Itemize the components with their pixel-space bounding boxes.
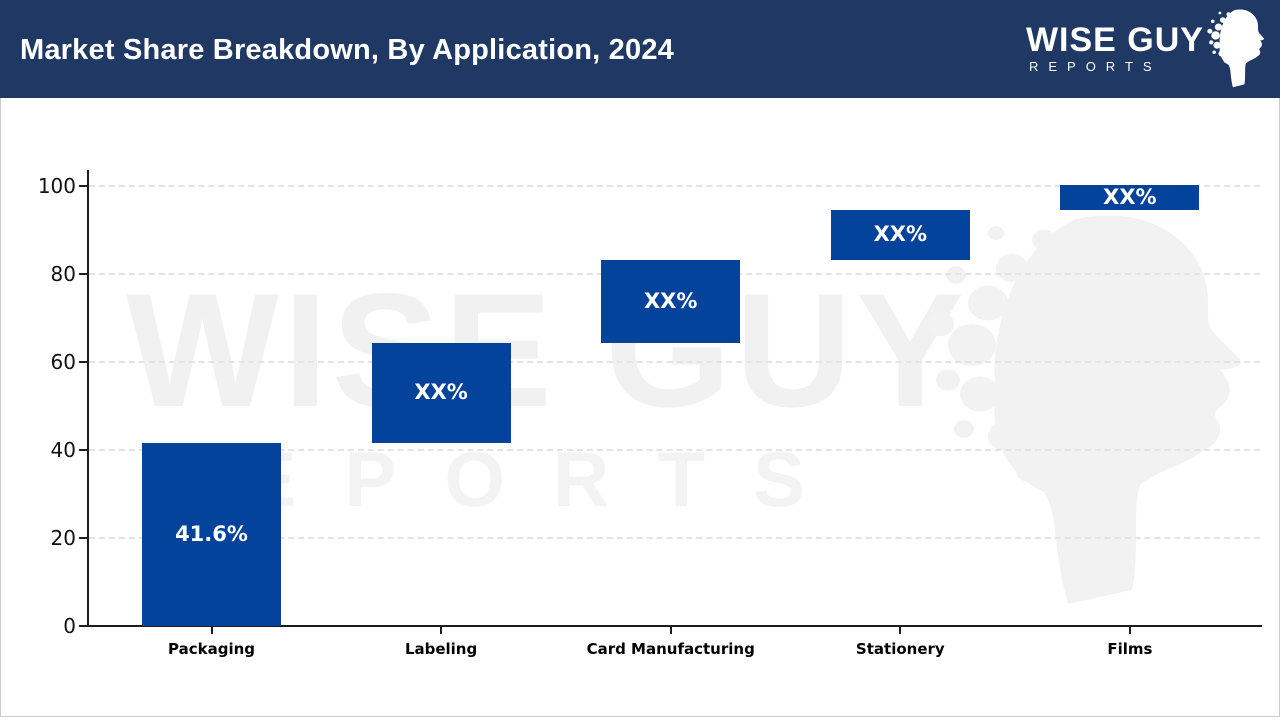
gridline-20 — [89, 537, 1260, 539]
x-tick-mark-3 — [899, 627, 902, 634]
gridline-100 — [89, 185, 1260, 187]
y-tick-label-100: 100 — [37, 174, 76, 198]
bar-value-label: XX% — [1103, 184, 1157, 209]
bar-labeling: XX% — [371, 342, 511, 443]
bar-card-manufacturing: XX% — [601, 259, 741, 343]
y-axis-line — [87, 170, 89, 627]
bar-value-label: XX% — [414, 380, 468, 405]
x-axis-label-0: Packaging — [168, 640, 255, 658]
bar-value-label: XX% — [643, 288, 698, 313]
x-axis-label-3: Stationery — [855, 640, 945, 658]
page-title: Market Share Breakdown, By Application, … — [20, 34, 674, 66]
brand-subtitle: REPORTS — [1028, 59, 1162, 74]
brand-logo-text: WISE GUY REPORTS — [1026, 23, 1204, 73]
watermark-head-icon — [926, 215, 1241, 604]
y-tick-mark-60 — [79, 361, 87, 363]
x-axis-line — [87, 625, 1262, 627]
bar-value-label: 41.6% — [175, 521, 248, 546]
watermark-text-line1: WISE GUY — [126, 260, 969, 441]
bar-packaging: 41.6% — [142, 442, 281, 626]
x-tick-mark-4 — [1128, 627, 1131, 634]
gridline-40 — [89, 449, 1260, 451]
brand-logo: WISE GUY REPORTS — [1026, 6, 1266, 90]
y-tick-mark-0 — [79, 625, 87, 627]
y-tick-mark-40 — [79, 449, 87, 451]
header-bar: Market Share Breakdown, By Application, … — [0, 0, 1280, 98]
bar-films: XX% — [1060, 184, 1200, 210]
y-tick-label-0: 0 — [63, 614, 76, 638]
y-tick-mark-20 — [79, 537, 87, 539]
gridline-60 — [89, 361, 1260, 363]
x-axis-label-1: Labeling — [404, 640, 478, 658]
y-tick-mark-80 — [79, 273, 87, 275]
y-tick-label-80: 80 — [50, 262, 76, 286]
bar-stationery: XX% — [830, 209, 970, 260]
x-tick-mark-0 — [210, 627, 213, 634]
y-tick-label-40: 40 — [50, 438, 76, 462]
x-tick-mark-1 — [440, 627, 443, 634]
y-tick-label-20: 20 — [50, 526, 76, 550]
x-axis-label-4: Films — [1107, 640, 1153, 658]
head-profile-icon — [1207, 9, 1264, 88]
brand-name: WISE GUY — [1025, 21, 1204, 59]
x-axis-label-2: Card Manufacturing — [586, 640, 755, 658]
bar-value-label: XX% — [873, 222, 928, 247]
y-tick-label-60: 60 — [50, 350, 76, 374]
x-tick-mark-2 — [669, 627, 672, 634]
y-tick-mark-100 — [79, 185, 87, 187]
